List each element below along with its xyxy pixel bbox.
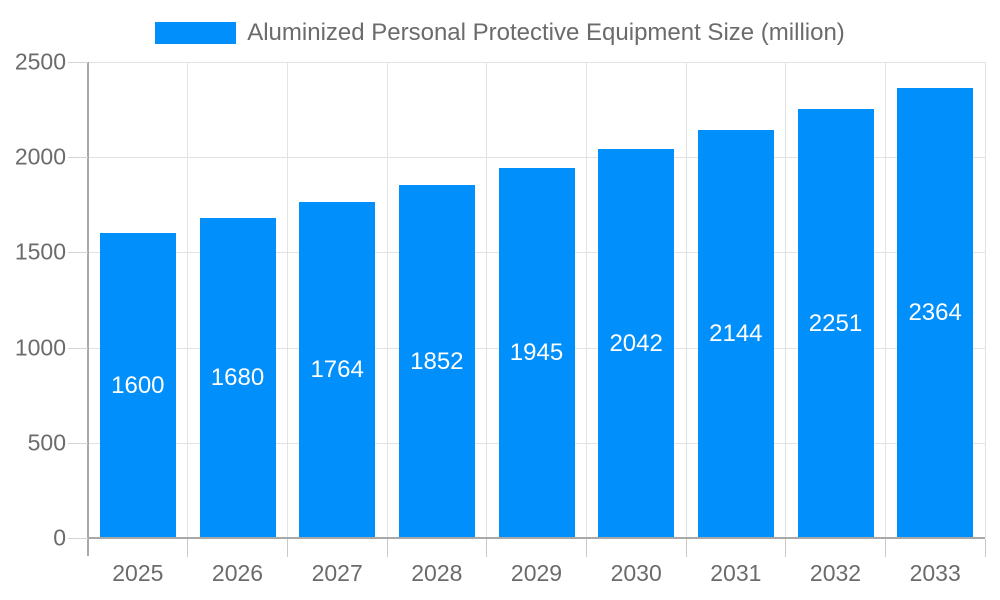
bar-value-label: 1852 bbox=[410, 347, 464, 375]
y-tick-label: 1000 bbox=[14, 334, 66, 361]
legend-swatch-icon bbox=[155, 22, 237, 44]
y-tick-label: 1500 bbox=[14, 238, 66, 265]
bar-2029[interactable] bbox=[498, 167, 575, 538]
bar-2030[interactable] bbox=[598, 149, 675, 538]
x-tick-mark bbox=[386, 539, 388, 557]
bar-value-label: 1600 bbox=[111, 371, 165, 399]
x-tick-label: 2032 bbox=[809, 560, 862, 586]
bar-value-label: 2144 bbox=[709, 319, 763, 347]
gridline-vertical bbox=[386, 62, 388, 538]
bar-2028[interactable] bbox=[398, 185, 475, 538]
bar-2031[interactable] bbox=[697, 129, 774, 538]
gridline-vertical bbox=[884, 62, 886, 538]
x-tick-label: 2030 bbox=[610, 560, 662, 586]
bar-value-label: 2251 bbox=[808, 309, 863, 337]
legend-label: Aluminized Personal Protective Equipment… bbox=[247, 19, 845, 46]
x-tick-label: 2027 bbox=[311, 560, 363, 586]
x-tick-label: 2031 bbox=[710, 560, 762, 586]
bar-value-label: 1945 bbox=[509, 338, 564, 366]
x-tick-mark bbox=[785, 539, 787, 557]
y-tick-mark bbox=[68, 157, 88, 159]
bar-2027[interactable] bbox=[299, 202, 376, 538]
x-tick-mark bbox=[984, 539, 986, 557]
x-tick-label: 2028 bbox=[411, 560, 463, 586]
y-tick-mark bbox=[68, 538, 88, 539]
bar-value-label: 2364 bbox=[908, 298, 962, 326]
x-tick-mark bbox=[884, 539, 886, 557]
y-tick-label: 0 bbox=[53, 524, 66, 551]
bar-2032[interactable] bbox=[797, 109, 874, 538]
bar-value-label: 1764 bbox=[310, 356, 364, 384]
y-tick-label: 500 bbox=[27, 429, 66, 456]
gridline-vertical bbox=[187, 62, 189, 538]
plot-area: 1600 1680 1764 1852 1945 2042 2144 2251 2364 bbox=[88, 62, 986, 538]
x-tick-label: 2026 bbox=[211, 560, 264, 586]
gridline-vertical bbox=[286, 62, 288, 538]
y-tick-label: 2500 bbox=[14, 48, 66, 75]
y-tick-mark bbox=[68, 347, 88, 349]
y-tick-mark bbox=[68, 442, 88, 444]
bar-2025[interactable] bbox=[99, 233, 176, 538]
bar-2033[interactable] bbox=[897, 87, 974, 538]
bar-2026[interactable] bbox=[199, 218, 276, 538]
y-tick-label: 2000 bbox=[14, 143, 66, 170]
gridline-vertical bbox=[785, 62, 787, 538]
y-axis-line bbox=[87, 62, 89, 556]
gridline-horizontal bbox=[88, 62, 985, 63]
x-tick-mark bbox=[286, 539, 288, 557]
gridline-vertical bbox=[486, 62, 488, 538]
chart-legend[interactable]: Aluminized Personal Protective Equipment… bbox=[0, 16, 1000, 50]
bar-value-label: 1680 bbox=[210, 364, 265, 392]
x-tick-label: 2033 bbox=[909, 560, 961, 586]
gridline-vertical bbox=[984, 62, 986, 538]
gridline-vertical bbox=[685, 62, 687, 538]
x-axis-line bbox=[88, 537, 985, 539]
x-tick-mark bbox=[685, 539, 687, 557]
y-tick-mark bbox=[68, 252, 88, 254]
gridline-vertical bbox=[585, 62, 587, 538]
x-tick-label: 2029 bbox=[510, 560, 563, 586]
y-tick-mark bbox=[68, 62, 88, 63]
x-tick-mark bbox=[187, 539, 189, 557]
x-tick-mark bbox=[486, 539, 488, 557]
gridline-horizontal bbox=[88, 157, 985, 159]
x-tick-mark bbox=[585, 539, 587, 557]
bar-value-label: 2042 bbox=[609, 329, 663, 357]
x-tick-label: 2025 bbox=[112, 560, 164, 586]
